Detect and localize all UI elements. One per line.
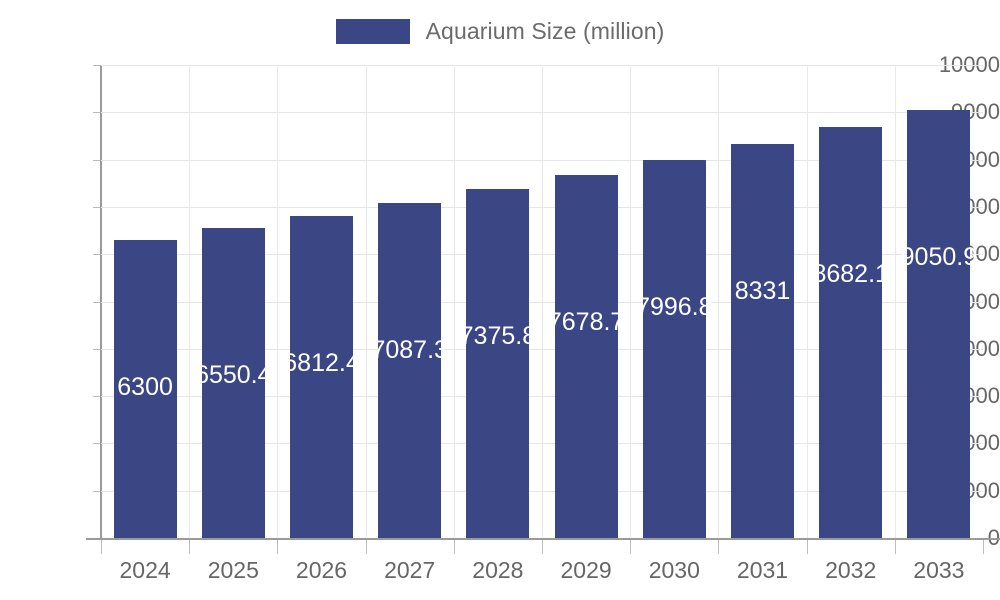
x-axis-tick-label: 2033 xyxy=(913,557,965,583)
x-axis-tick-label: 2028 xyxy=(472,557,524,583)
vertical-gridline xyxy=(630,65,632,538)
bar[interactable] xyxy=(466,189,530,538)
bar[interactable] xyxy=(642,159,706,538)
y-axis-tick-mark xyxy=(93,301,101,303)
bar[interactable] xyxy=(819,127,883,538)
x-axis-tick-label: 2032 xyxy=(825,557,877,583)
x-axis-tick-mark xyxy=(365,540,367,554)
x-axis-tick-mark xyxy=(542,540,543,554)
vertical-gridline xyxy=(718,65,720,538)
y-axis-tick-mark xyxy=(93,348,101,350)
vertical-gridline xyxy=(277,65,279,538)
x-axis-tick-mark xyxy=(983,540,984,554)
x-axis-tick-label: 2031 xyxy=(736,557,789,583)
x-axis-tick-label: 2027 xyxy=(384,557,436,583)
bar[interactable] xyxy=(554,174,618,538)
y-axis-tick-mark xyxy=(93,396,101,398)
x-axis-line xyxy=(86,538,1000,540)
vertical-gridline xyxy=(365,65,367,538)
y-axis-tick-mark xyxy=(93,490,101,492)
y-axis-tick-mark xyxy=(93,159,101,161)
vertical-gridline xyxy=(453,65,455,538)
y-axis-tick-mark xyxy=(93,206,101,208)
bar[interactable] xyxy=(290,215,353,538)
y-axis-tick-mark xyxy=(93,443,101,445)
x-axis-tick-label: 2029 xyxy=(560,557,612,583)
x-axis-tick-mark xyxy=(453,540,455,554)
plot-inner: 6300 6550.4 6812.4 7087.3 7375.8 7678.7 7996.8… xyxy=(101,65,983,538)
x-axis-tick-mark xyxy=(806,540,808,554)
legend-swatch-icon xyxy=(335,18,410,44)
x-axis-tick-label: 2024 xyxy=(119,557,171,583)
y-axis-tick-mark xyxy=(93,254,101,256)
vertical-gridline xyxy=(806,65,808,538)
y-axis-tick-label: 10000 xyxy=(938,52,1000,77)
x-axis-tick-mark xyxy=(718,540,720,554)
x-axis-tick-label: 2025 xyxy=(207,557,259,583)
chart-legend: Aquarium Size (million) xyxy=(0,10,1000,52)
y-axis-tick-label: 0 xyxy=(920,525,1000,551)
legend-item-aquarium-size[interactable]: Aquarium Size (million) xyxy=(335,17,665,45)
legend-item-label: Aquarium Size (million) xyxy=(425,17,665,44)
x-axis-tick-label: 2026 xyxy=(295,557,348,583)
x-axis-tick-label: 2030 xyxy=(648,557,700,583)
y-axis-tick-mark xyxy=(93,65,101,66)
bar[interactable] xyxy=(201,228,265,538)
bar[interactable] xyxy=(907,109,971,538)
x-axis-tick-mark xyxy=(894,540,896,554)
bar[interactable] xyxy=(378,202,442,538)
y-axis-tick-mark xyxy=(93,112,101,114)
x-axis-tick-mark xyxy=(101,540,102,554)
bar[interactable] xyxy=(731,143,794,538)
bar[interactable] xyxy=(113,240,177,538)
x-axis-tick-mark xyxy=(189,540,191,554)
vertical-gridline xyxy=(189,65,191,538)
x-axis-tick-mark xyxy=(277,540,279,554)
vertical-gridline xyxy=(894,65,896,538)
vertical-gridline xyxy=(542,65,543,538)
x-axis-tick-mark xyxy=(630,540,632,554)
plot-area: 6300 6550.4 6812.4 7087.3 7375.8 7678.7 7996.8… xyxy=(101,65,983,538)
